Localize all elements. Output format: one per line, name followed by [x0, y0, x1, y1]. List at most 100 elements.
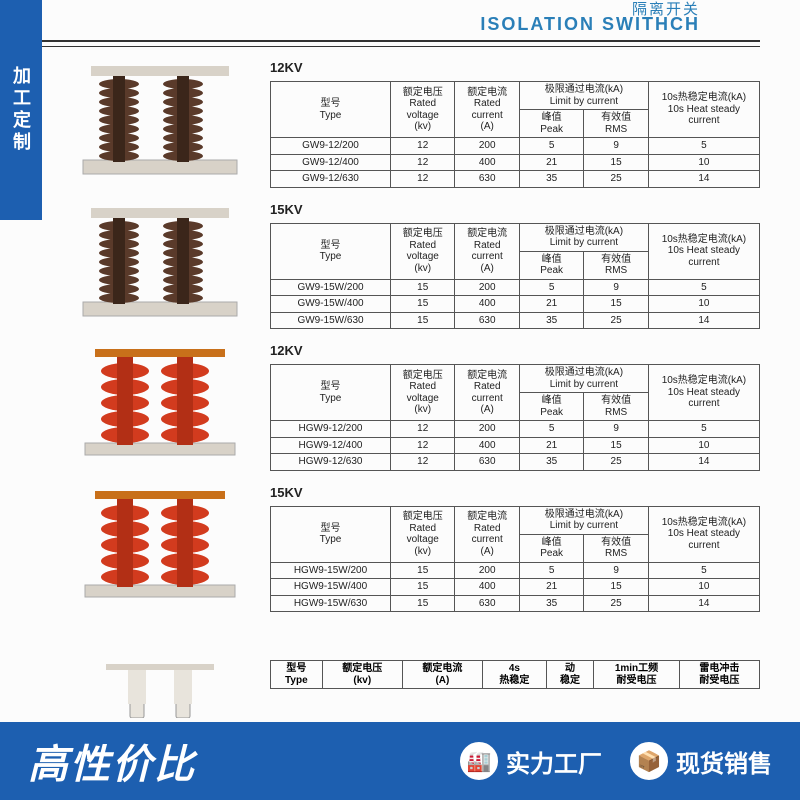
cell-type: HGW9-12/630 [271, 454, 391, 471]
cell-a: 630 [455, 454, 519, 471]
cell-rms: 9 [584, 138, 648, 155]
cell-rms: 25 [584, 312, 648, 329]
cell-a: 200 [455, 562, 519, 579]
left-ribbon-text: 加工定制 [8, 66, 34, 154]
cell-type: HGW9-12/400 [271, 437, 391, 454]
cell-rms: 15 [584, 154, 648, 171]
cell-a: 200 [455, 421, 519, 438]
cell-a: 400 [455, 154, 519, 171]
cell-rms: 25 [584, 595, 648, 612]
cell-peak: 35 [519, 171, 583, 188]
spec-table-0: 型号Type 额定电压Rated voltage(kv) 额定电流Rated c… [270, 81, 760, 188]
cell-peak: 5 [519, 421, 583, 438]
page-header: 隔离开关 ISOLATION SWITHCH [0, 0, 800, 2]
col-rms: 有效值RMS [584, 393, 648, 421]
col-peak: 峰值Peak [519, 393, 583, 421]
table-row: GW9-12/200 12 200 5 9 5 [271, 138, 760, 155]
cell-kv: 12 [391, 421, 455, 438]
cell-a: 400 [455, 296, 519, 313]
voltage-label-0: 12KV [270, 60, 760, 75]
cell-rms: 15 [584, 296, 648, 313]
table-row: GW9-12/630 12 630 35 25 14 [271, 171, 760, 188]
col-type: 型号Type [271, 365, 391, 421]
product-image-3 [60, 485, 260, 605]
cell-type: HGW9-12/200 [271, 421, 391, 438]
table-wrap-0: 12KV 型号Type 额定电压Rated voltage(kv) 额定电流Ra… [260, 60, 760, 188]
left-ribbon-badge: 加工定制 [0, 0, 42, 220]
cell-heat: 5 [648, 279, 759, 296]
cell-kv: 15 [391, 562, 455, 579]
cell-type: HGW9-15W/400 [271, 579, 391, 596]
table-row: HGW9-15W/630 15 630 35 25 14 [271, 595, 760, 612]
col-type: 型号Type [271, 223, 391, 279]
cell-a: 630 [455, 595, 519, 612]
cell-rms: 15 [584, 437, 648, 454]
partial-col-5: 1min工频耐受电压 [594, 661, 680, 689]
cell-type: HGW9-15W/630 [271, 595, 391, 612]
table-wrap-1: 15KV 型号Type 额定电压Rated voltage(kv) 额定电流Ra… [260, 202, 760, 330]
voltage-label-3: 15KV [270, 485, 760, 500]
col-type: 型号Type [271, 82, 391, 138]
cell-peak: 35 [519, 312, 583, 329]
col-rms: 有效值RMS [584, 251, 648, 279]
cell-kv: 15 [391, 279, 455, 296]
voltage-label-1: 15KV [270, 202, 760, 217]
col-heat: 10s热稳定电流(kA)10s Heat steady current [648, 223, 759, 279]
cell-heat: 5 [648, 421, 759, 438]
col-limit: 极限通过电流(kA)Limit by current [519, 223, 648, 251]
partial-section: 型号Type额定电压(kv)额定电流(A)4s热稳定动稳定1min工频耐受电压雷… [60, 660, 760, 720]
banner-items: 🏭 实力工厂📦 现货销售 [460, 742, 772, 780]
col-current: 额定电流Rated current(A) [455, 223, 519, 279]
cell-type: GW9-12/200 [271, 138, 391, 155]
content-area: 12KV 型号Type 额定电压Rated voltage(kv) 额定电流Ra… [60, 60, 760, 700]
col-peak: 峰值Peak [519, 251, 583, 279]
promo-banner: 高性价比 🏭 实力工厂📦 现货销售 [0, 722, 800, 800]
col-peak: 峰值Peak [519, 534, 583, 562]
cell-peak: 35 [519, 595, 583, 612]
cell-rms: 9 [584, 562, 648, 579]
cell-heat: 14 [648, 595, 759, 612]
cell-kv: 12 [391, 171, 455, 188]
spec-section-2: 12KV 型号Type 额定电压Rated voltage(kv) 额定电流Ra… [60, 343, 760, 471]
cell-kv: 12 [391, 437, 455, 454]
table-row: HGW9-12/400 12 400 21 15 10 [271, 437, 760, 454]
cell-heat: 10 [648, 154, 759, 171]
cell-peak: 21 [519, 296, 583, 313]
col-type: 型号Type [271, 506, 391, 562]
cell-peak: 21 [519, 437, 583, 454]
col-limit: 极限通过电流(kA)Limit by current [519, 82, 648, 110]
col-voltage: 额定电压Rated voltage(kv) [391, 365, 455, 421]
banner-headline: 高性价比 [28, 732, 196, 790]
table-row: GW9-15W/400 15 400 21 15 10 [271, 296, 760, 313]
box-icon: 📦 [630, 742, 668, 780]
product-image-0 [60, 60, 260, 180]
cell-a: 400 [455, 437, 519, 454]
col-current: 额定电流Rated current(A) [455, 506, 519, 562]
partial-col-1: 额定电压(kv) [322, 661, 402, 689]
table-row: GW9-12/400 12 400 21 15 10 [271, 154, 760, 171]
spec-table-3: 型号Type 额定电压Rated voltage(kv) 额定电流Rated c… [270, 506, 760, 613]
partial-col-0: 型号Type [271, 661, 323, 689]
cell-rms: 25 [584, 454, 648, 471]
cell-kv: 12 [391, 454, 455, 471]
cell-peak: 21 [519, 154, 583, 171]
cell-peak: 5 [519, 279, 583, 296]
table-wrap-2: 12KV 型号Type 额定电压Rated voltage(kv) 额定电流Ra… [260, 343, 760, 471]
col-heat: 10s热稳定电流(kA)10s Heat steady current [648, 506, 759, 562]
banner-item-1: 📦 现货销售 [630, 742, 772, 780]
cell-heat: 10 [648, 579, 759, 596]
spec-table-1: 型号Type 额定电压Rated voltage(kv) 额定电流Rated c… [270, 223, 760, 330]
col-rms: 有效值RMS [584, 534, 648, 562]
spec-section-3: 15KV 型号Type 额定电压Rated voltage(kv) 额定电流Ra… [60, 485, 760, 613]
col-limit: 极限通过电流(kA)Limit by current [519, 506, 648, 534]
cell-peak: 5 [519, 562, 583, 579]
banner-item-text-1: 现货销售 [676, 744, 772, 779]
cell-kv: 15 [391, 595, 455, 612]
partial-spec-table: 型号Type额定电压(kv)额定电流(A)4s热稳定动稳定1min工频耐受电压雷… [270, 660, 760, 689]
cell-type: GW9-12/630 [271, 171, 391, 188]
cell-type: GW9-12/400 [271, 154, 391, 171]
cell-a: 400 [455, 579, 519, 596]
cell-kv: 15 [391, 296, 455, 313]
cell-peak: 5 [519, 138, 583, 155]
partial-col-3: 4s热稳定 [482, 661, 546, 689]
